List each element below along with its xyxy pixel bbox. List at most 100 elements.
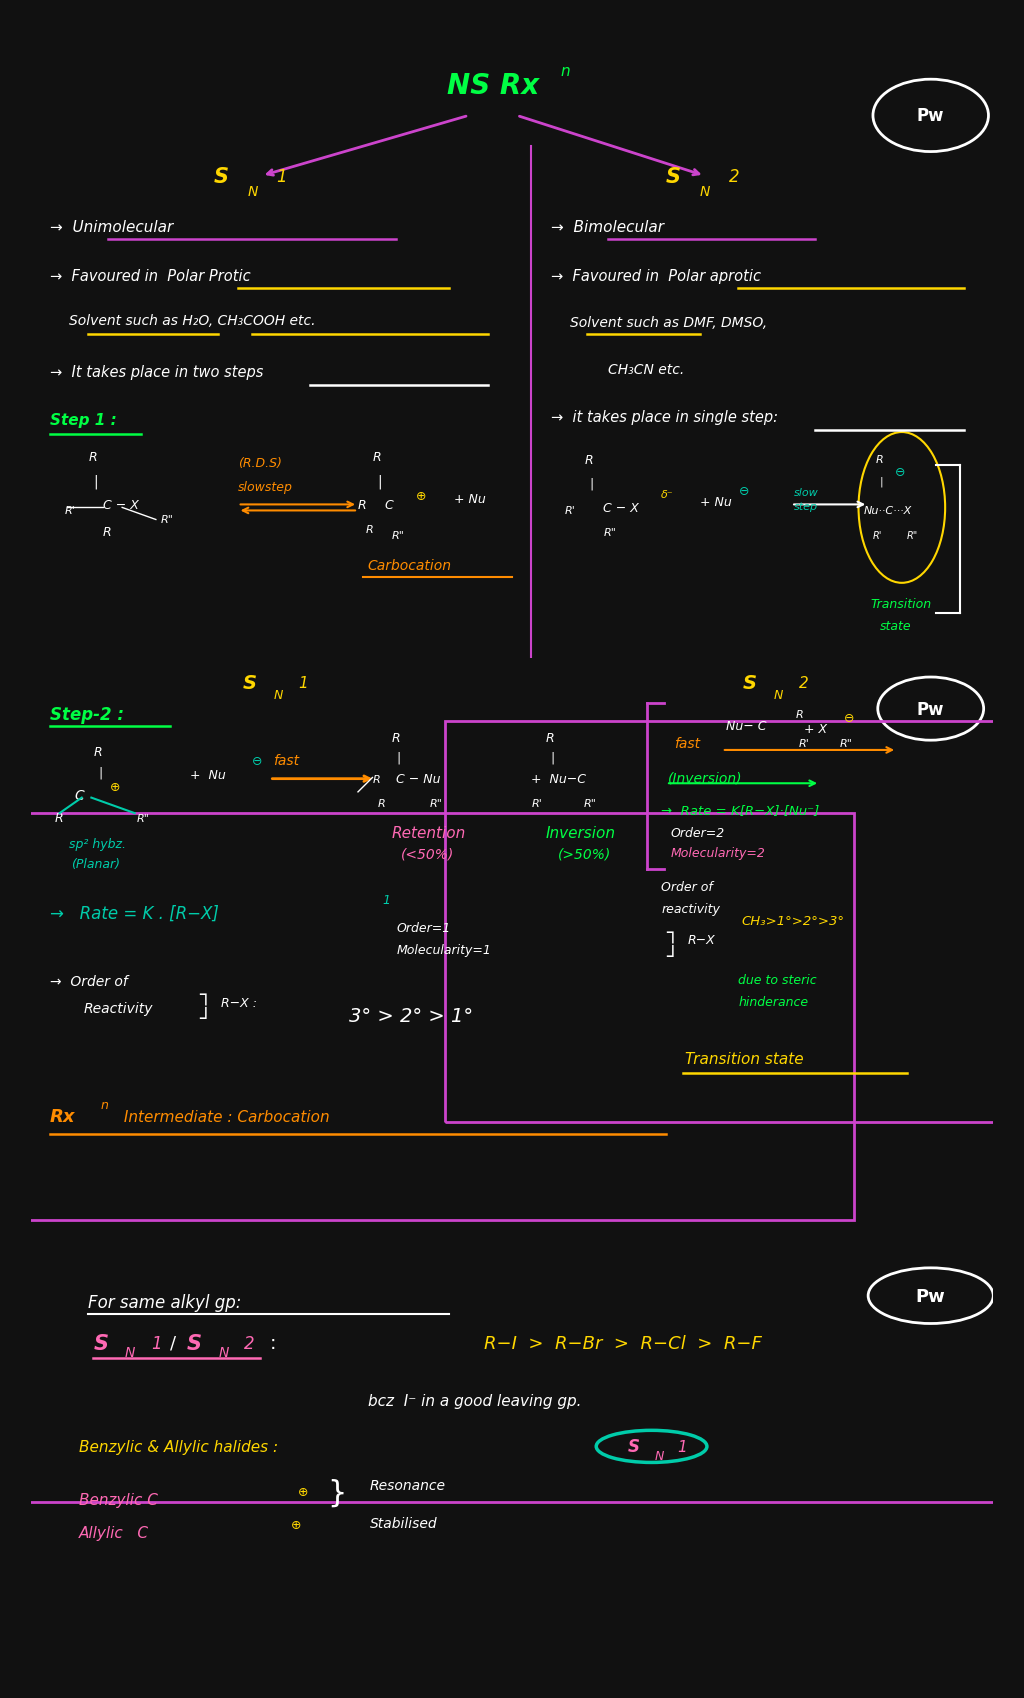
Text: :: :: [269, 1333, 275, 1353]
Text: R': R': [799, 739, 810, 749]
Text: S: S: [743, 674, 757, 693]
Text: ┘: ┘: [666, 947, 678, 966]
Text: N: N: [218, 1345, 228, 1360]
Text: N: N: [774, 688, 783, 701]
Text: S: S: [666, 166, 681, 187]
Text: R": R": [391, 530, 404, 540]
Text: R": R": [603, 528, 616, 537]
Text: n: n: [101, 1099, 109, 1112]
Text: Reactivity: Reactivity: [84, 1002, 154, 1015]
Text: (Planar): (Planar): [71, 857, 120, 871]
Text: ⊕: ⊕: [110, 779, 120, 793]
Text: ⊕: ⊕: [416, 489, 426, 503]
Text: step: step: [794, 503, 818, 511]
Text: bcz  I⁻ in a good leaving gp.: bcz I⁻ in a good leaving gp.: [368, 1394, 581, 1408]
Text: R: R: [93, 745, 102, 759]
Text: R−X: R−X: [687, 934, 715, 946]
Text: R: R: [876, 455, 884, 465]
Text: R: R: [546, 732, 554, 744]
Text: Allylic   C: Allylic C: [79, 1525, 148, 1540]
Text: Order of: Order of: [662, 881, 713, 893]
Text: CH₃>1°>2°>3°: CH₃>1°>2°>3°: [741, 915, 844, 927]
Text: fast: fast: [273, 754, 299, 767]
Text: R': R': [872, 530, 883, 540]
Text: →  Unimolecular: → Unimolecular: [50, 221, 173, 236]
Text: R−I  >  R−Br  >  R−Cl  >  R−F: R−I > R−Br > R−Cl > R−F: [483, 1335, 762, 1352]
Text: 1: 1: [152, 1335, 162, 1352]
Text: Nu− C: Nu− C: [726, 720, 766, 734]
Text: 1: 1: [276, 168, 287, 185]
Text: fast: fast: [674, 737, 699, 751]
Text: Step-2 :: Step-2 :: [50, 706, 124, 723]
Text: R': R': [65, 506, 75, 516]
Text: 2: 2: [245, 1335, 255, 1352]
Text: |: |: [880, 475, 884, 486]
Text: ⊖: ⊖: [844, 711, 855, 725]
Text: R: R: [102, 526, 112, 538]
Text: R: R: [366, 525, 374, 535]
Text: ⊖: ⊖: [252, 754, 262, 767]
Text: S: S: [628, 1438, 640, 1455]
Text: C − X: C − X: [603, 501, 639, 514]
Text: C − X: C − X: [102, 499, 139, 511]
Text: CH₃CN etc.: CH₃CN etc.: [608, 362, 684, 377]
Text: →   Rate = K . [R−X]: → Rate = K . [R−X]: [50, 903, 219, 922]
Text: NS Rx: NS Rx: [446, 73, 539, 100]
Text: S: S: [186, 1333, 202, 1353]
Text: C: C: [377, 499, 394, 511]
Text: N: N: [273, 688, 283, 701]
Text: R: R: [391, 732, 400, 744]
Text: →  it takes place in single step:: → it takes place in single step:: [551, 411, 777, 424]
Text: +  Nu−C: + Nu−C: [531, 773, 587, 786]
Text: 1: 1: [678, 1438, 687, 1453]
Text: Order=1: Order=1: [396, 922, 451, 936]
Text: R": R": [136, 813, 150, 824]
Text: hinderance: hinderance: [738, 995, 808, 1009]
Text: sp² hybz.: sp² hybz.: [70, 837, 126, 851]
Text: (R.D.S): (R.D.S): [238, 457, 282, 469]
Text: R": R": [584, 798, 597, 808]
Text: 2: 2: [729, 168, 739, 185]
Text: R": R": [906, 530, 918, 540]
Text: 1: 1: [298, 676, 308, 691]
Text: (>50%): (>50%): [558, 847, 611, 861]
Text: + X: + X: [796, 723, 827, 735]
Text: ┘: ┘: [199, 1010, 211, 1029]
Text: |: |: [93, 474, 98, 489]
Text: For same alkyl gp:: For same alkyl gp:: [88, 1294, 242, 1311]
Text: reactivity: reactivity: [662, 902, 720, 915]
Text: Molecularity=2: Molecularity=2: [671, 846, 766, 859]
Text: R: R: [55, 812, 63, 825]
Text: R: R: [358, 499, 367, 511]
Text: →  Order of: → Order of: [50, 975, 128, 988]
Text: Solvent such as DMF, DMSO,: Solvent such as DMF, DMSO,: [569, 316, 767, 329]
Text: →  Favoured in  Polar Protic: → Favoured in Polar Protic: [50, 268, 251, 284]
Text: R': R': [531, 798, 542, 808]
Text: Order=2: Order=2: [671, 827, 725, 839]
Text: Inversion: Inversion: [546, 825, 615, 841]
Text: |: |: [589, 477, 593, 491]
Text: due to steric: due to steric: [738, 973, 817, 987]
Text: Rx: Rx: [50, 1107, 76, 1126]
Text: R−X :: R−X :: [221, 997, 257, 1010]
Text: Solvent such as H₂O, CH₃COOH etc.: Solvent such as H₂O, CH₃COOH etc.: [70, 314, 315, 328]
Text: }: }: [328, 1479, 346, 1508]
Text: ┐: ┐: [666, 925, 678, 944]
Text: Benzylic & Allylic halides :: Benzylic & Allylic halides :: [79, 1438, 278, 1453]
Text: ⊕: ⊕: [298, 1486, 309, 1498]
Text: S: S: [93, 1333, 109, 1353]
Text: N: N: [654, 1448, 664, 1462]
Text: (<50%): (<50%): [401, 847, 455, 861]
Text: R: R: [373, 774, 380, 784]
Text: N: N: [125, 1345, 135, 1360]
Text: R": R": [161, 514, 173, 525]
Text: N: N: [248, 185, 258, 199]
Text: R": R": [430, 798, 443, 808]
Text: Pw: Pw: [916, 107, 944, 126]
Text: Intermediate : Carbocation: Intermediate : Carbocation: [119, 1109, 330, 1124]
Text: →  It takes place in two steps: → It takes place in two steps: [50, 365, 263, 380]
Text: Pw: Pw: [915, 1287, 945, 1304]
Text: Transition state: Transition state: [685, 1051, 804, 1066]
Text: ⊖: ⊖: [739, 484, 750, 498]
Text: ⊖: ⊖: [895, 465, 905, 479]
